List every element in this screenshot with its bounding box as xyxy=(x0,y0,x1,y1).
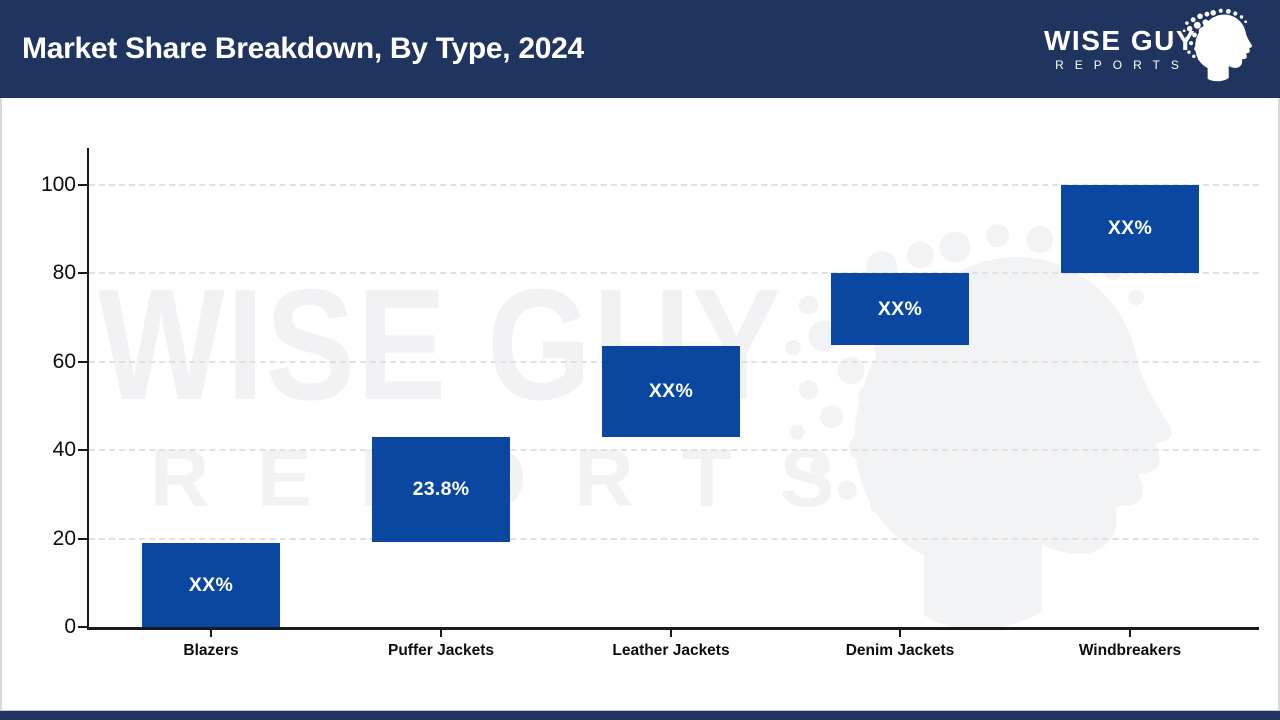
brand-face-icon xyxy=(1180,7,1256,87)
header: Market Share Breakdown, By Type, 2024 WI… xyxy=(0,0,1280,98)
watermark-face-icon xyxy=(770,216,1194,660)
watermark-line1: WISE GUY xyxy=(98,257,784,433)
footer-bar xyxy=(0,711,1280,720)
chart-card: WISE GUY REPORTS xyxy=(0,98,1280,711)
brand-logo: WISE GUY REPORTS xyxy=(1044,9,1256,89)
brand-subtitle: REPORTS xyxy=(1055,58,1190,72)
page-title: Market Share Breakdown, By Type, 2024 xyxy=(22,32,584,65)
brand-name: WISE GUY xyxy=(1043,25,1196,56)
brand-logo-text: WISE GUY REPORTS xyxy=(1043,25,1196,72)
